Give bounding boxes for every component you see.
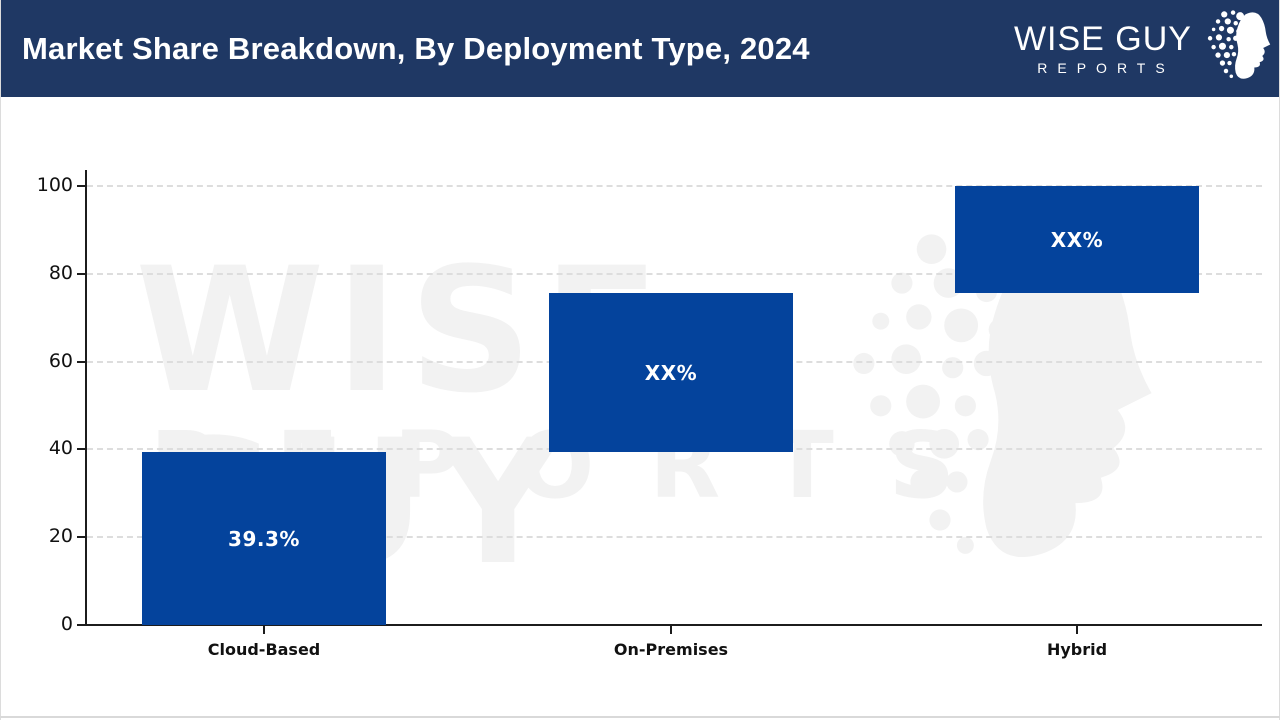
- y-axis-tick-label: 20: [48, 525, 73, 548]
- y-axis-tick-label: 100: [36, 174, 73, 196]
- x-axis-tick: [263, 626, 265, 634]
- chart-title: Market Share Breakdown, By Deployment Ty…: [22, 30, 810, 66]
- bar-value-label: 39.3%: [228, 526, 300, 551]
- logo-text: WISE GUY REPORTS: [1014, 20, 1192, 76]
- y-axis-tick: [77, 536, 85, 539]
- bar-value-label: XX%: [1050, 227, 1104, 252]
- gridline-20: [87, 536, 1262, 539]
- wiseguy-face-icon: [1207, 10, 1271, 79]
- y-axis-tick: [77, 448, 85, 451]
- x-axis-tick: [670, 626, 672, 634]
- logo-wiseguy-text: WISE GUY: [1013, 20, 1192, 58]
- header-bar: Market Share Breakdown, By Deployment Ty…: [0, 0, 1280, 97]
- bar-hybrid: XX%: [955, 186, 1199, 294]
- wiseguy-logo: WISE GUY REPORTS: [1014, 6, 1272, 90]
- bar-cloud-based: 39.3%: [142, 452, 386, 625]
- bar-on-premises: XX%: [549, 293, 793, 453]
- category-label-cloud-based: Cloud-Based: [207, 640, 321, 659]
- gridline-100: [87, 185, 1262, 187]
- x-axis-tick: [1076, 626, 1078, 634]
- category-label-hybrid: Hybrid: [1046, 640, 1108, 659]
- bar-value-label: XX%: [644, 360, 698, 385]
- y-axis-tick-label: 60: [48, 349, 73, 372]
- page-bottom-border: [0, 716, 1280, 718]
- category-label-on-premises: On-Premises: [613, 640, 729, 659]
- y-axis-tick-label: 80: [48, 261, 73, 284]
- y-axis-tick: [77, 360, 85, 363]
- y-axis-tick-label: 0: [60, 613, 73, 635]
- y-axis-tick: [77, 272, 85, 275]
- x-axis-line: [85, 624, 1262, 626]
- y-axis-tick: [77, 185, 85, 187]
- y-axis-line: [85, 170, 87, 626]
- logo-reports-text: REPORTS: [1037, 60, 1175, 76]
- y-axis-tick-label: 40: [48, 437, 73, 460]
- gridline-80: [87, 272, 1262, 275]
- y-axis-tick: [77, 624, 85, 626]
